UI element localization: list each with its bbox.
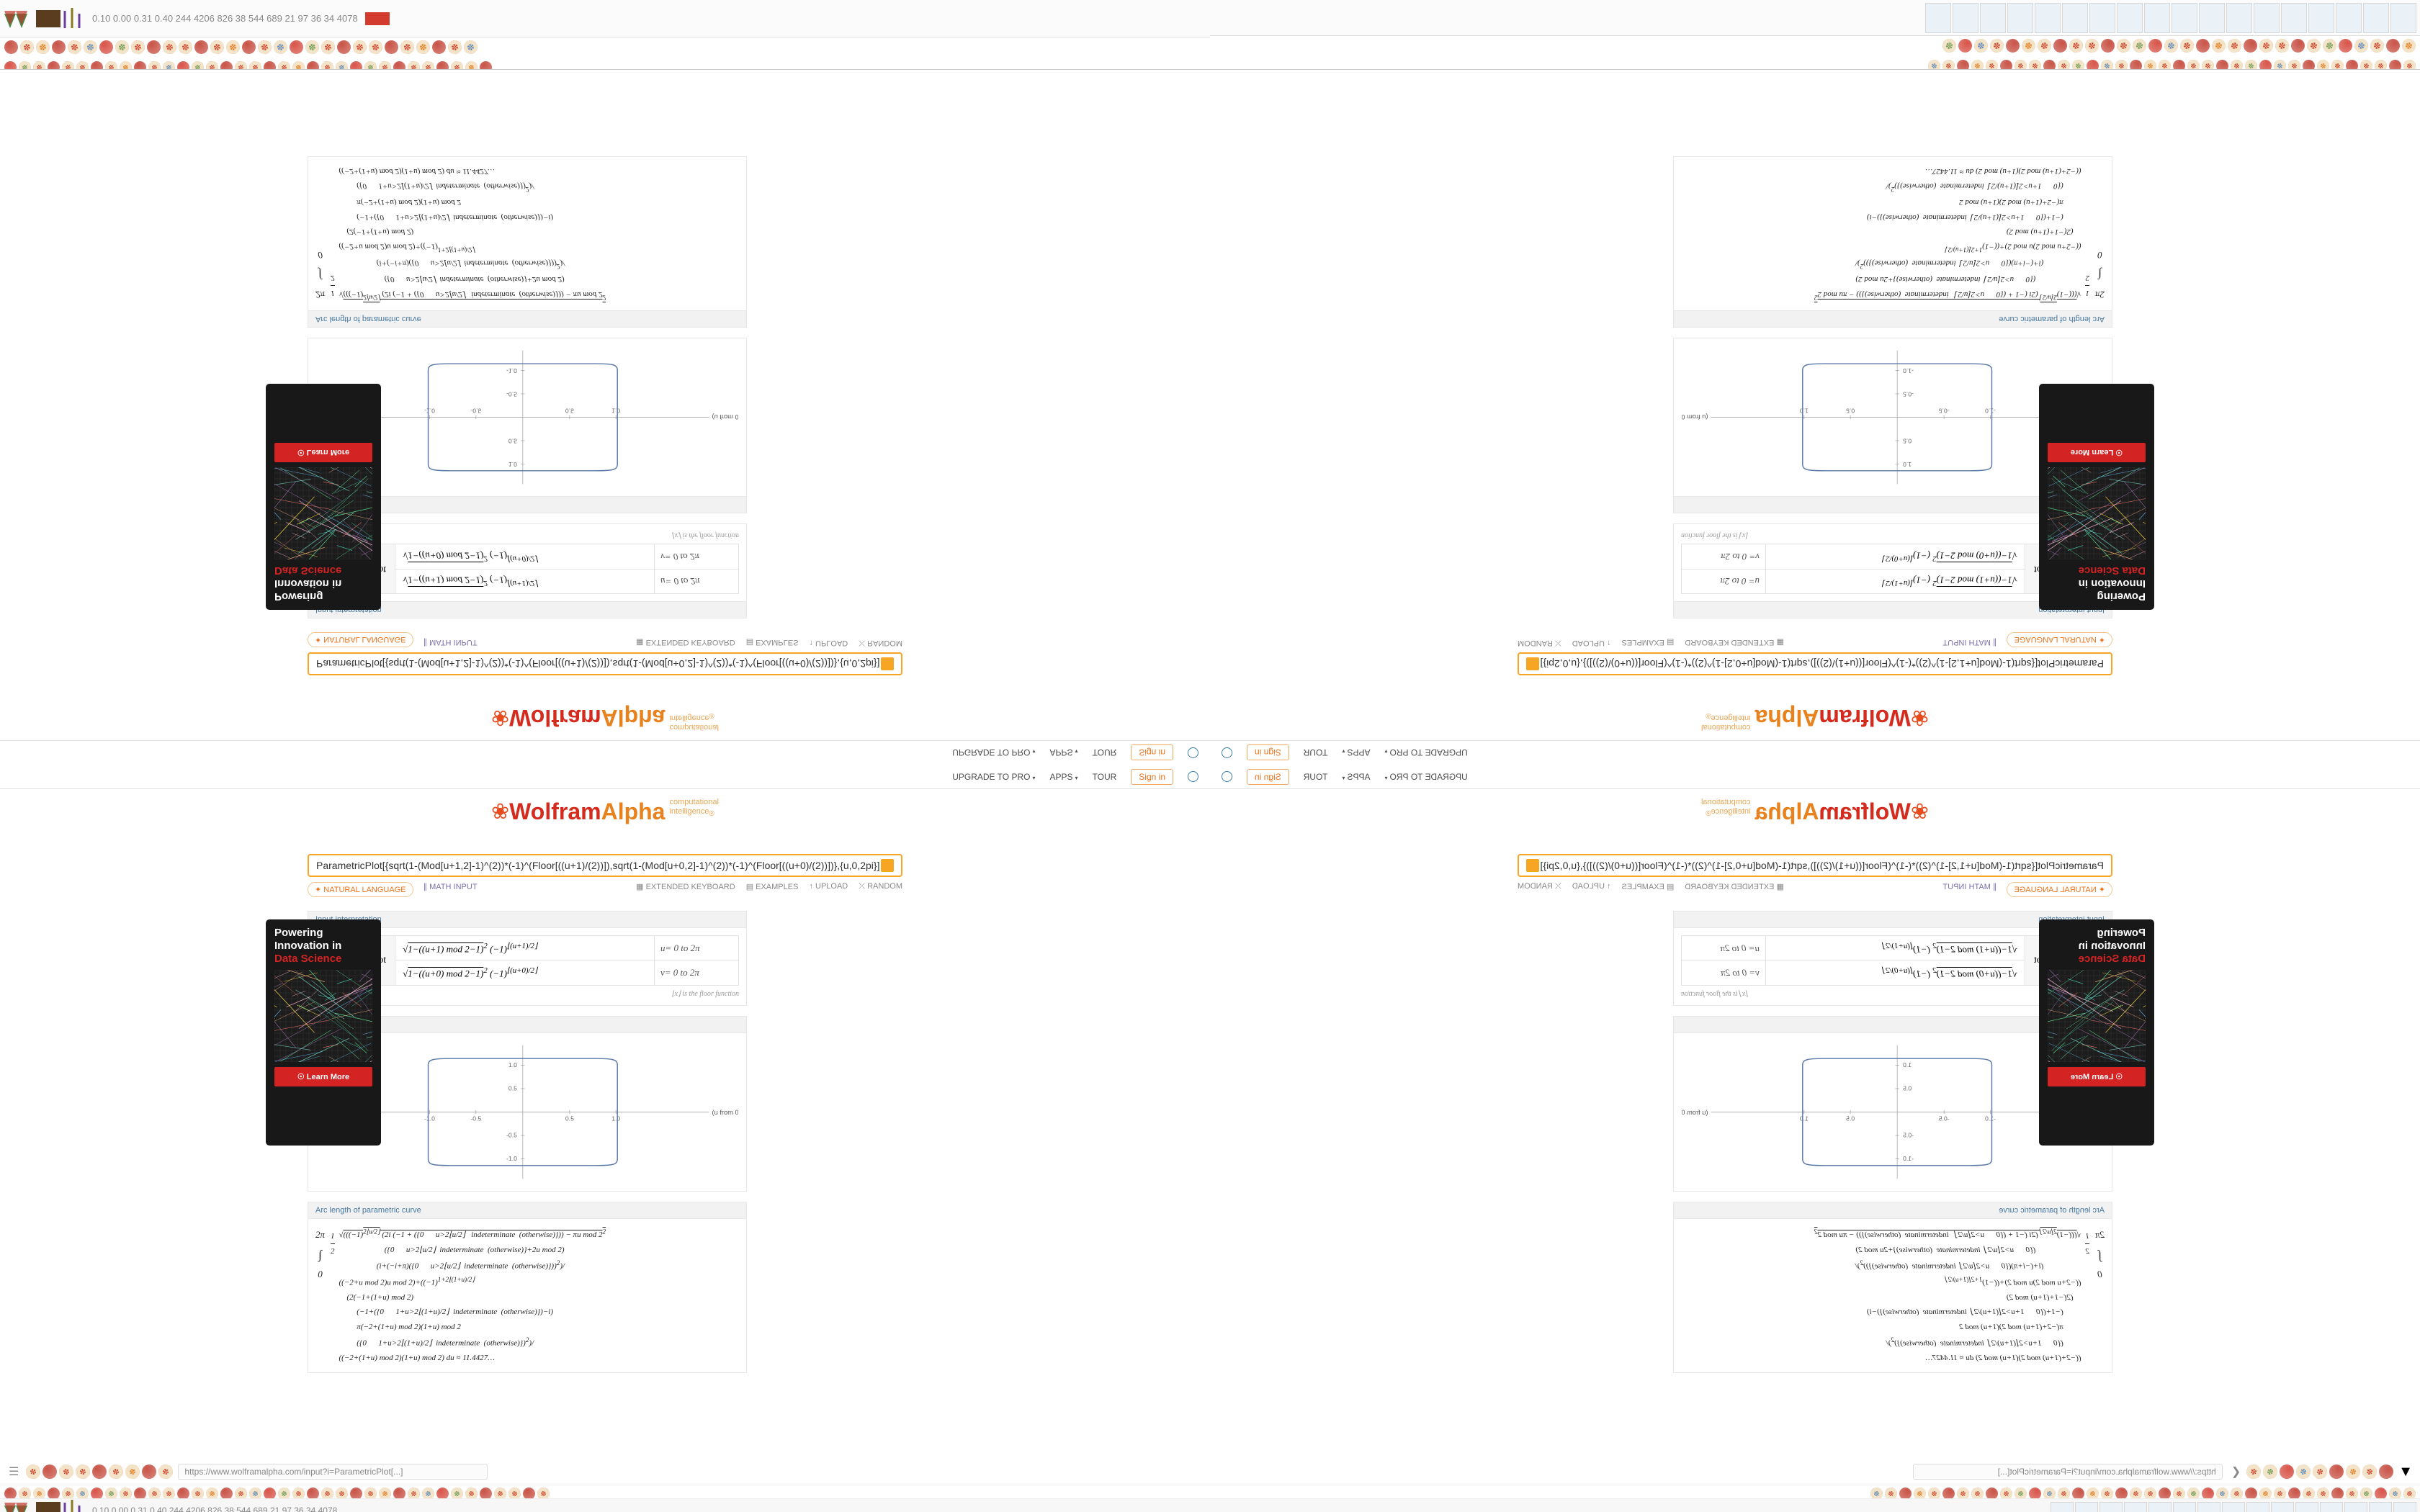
svg-text:(u from 0 to 2π): (u from 0 to 2π) [712, 414, 738, 421]
svg-text:1.0: 1.0 [1800, 408, 1809, 415]
svg-text:0.5: 0.5 [508, 438, 516, 445]
svg-text:-0.5: -0.5 [1939, 1115, 1950, 1122]
svg-text:(u from 0 to 2π): (u from 0 to 2π) [1682, 1108, 1708, 1115]
svg-text:1.0: 1.0 [611, 408, 620, 415]
svg-text:1.0: 1.0 [1903, 461, 1912, 468]
svg-text:0.5: 0.5 [565, 1115, 573, 1122]
svg-text:1.0: 1.0 [1800, 1115, 1809, 1122]
svg-text:0.5: 0.5 [1846, 408, 1855, 415]
svg-text:-0.5: -0.5 [1903, 391, 1914, 398]
svg-text:0.5: 0.5 [1903, 1084, 1912, 1092]
svg-text:-0.5: -0.5 [470, 1115, 481, 1122]
svg-text:-0.5: -0.5 [470, 408, 481, 415]
svg-text:-0.5: -0.5 [1939, 408, 1950, 415]
svg-text:-1.0: -1.0 [1903, 1155, 1914, 1162]
svg-text:-1.0: -1.0 [424, 1115, 435, 1122]
svg-text:-1.0: -1.0 [506, 367, 517, 374]
svg-text:-1.0: -1.0 [1985, 1115, 1996, 1122]
svg-text:1.0: 1.0 [1903, 1061, 1912, 1068]
svg-text:-1.0: -1.0 [1985, 408, 1996, 415]
svg-text:0.5: 0.5 [508, 1084, 516, 1092]
svg-text:-1.0: -1.0 [506, 1155, 517, 1162]
svg-text:1.0: 1.0 [611, 1115, 620, 1122]
svg-text:0.5: 0.5 [1846, 1115, 1855, 1122]
svg-text:1.0: 1.0 [508, 1061, 516, 1068]
svg-text:0.5: 0.5 [565, 408, 573, 415]
svg-text:-0.5: -0.5 [506, 1131, 517, 1138]
svg-text:-0.5: -0.5 [1903, 1131, 1914, 1138]
svg-text:(u from 0 to 2π): (u from 0 to 2π) [712, 1108, 738, 1115]
svg-text:-0.5: -0.5 [506, 391, 517, 398]
svg-text:1.0: 1.0 [508, 461, 516, 468]
svg-text:(u from 0 to 2π): (u from 0 to 2π) [1682, 414, 1708, 421]
svg-text:0.5: 0.5 [1903, 438, 1912, 445]
svg-text:-1.0: -1.0 [424, 408, 435, 415]
svg-text:-1.0: -1.0 [1903, 367, 1914, 374]
